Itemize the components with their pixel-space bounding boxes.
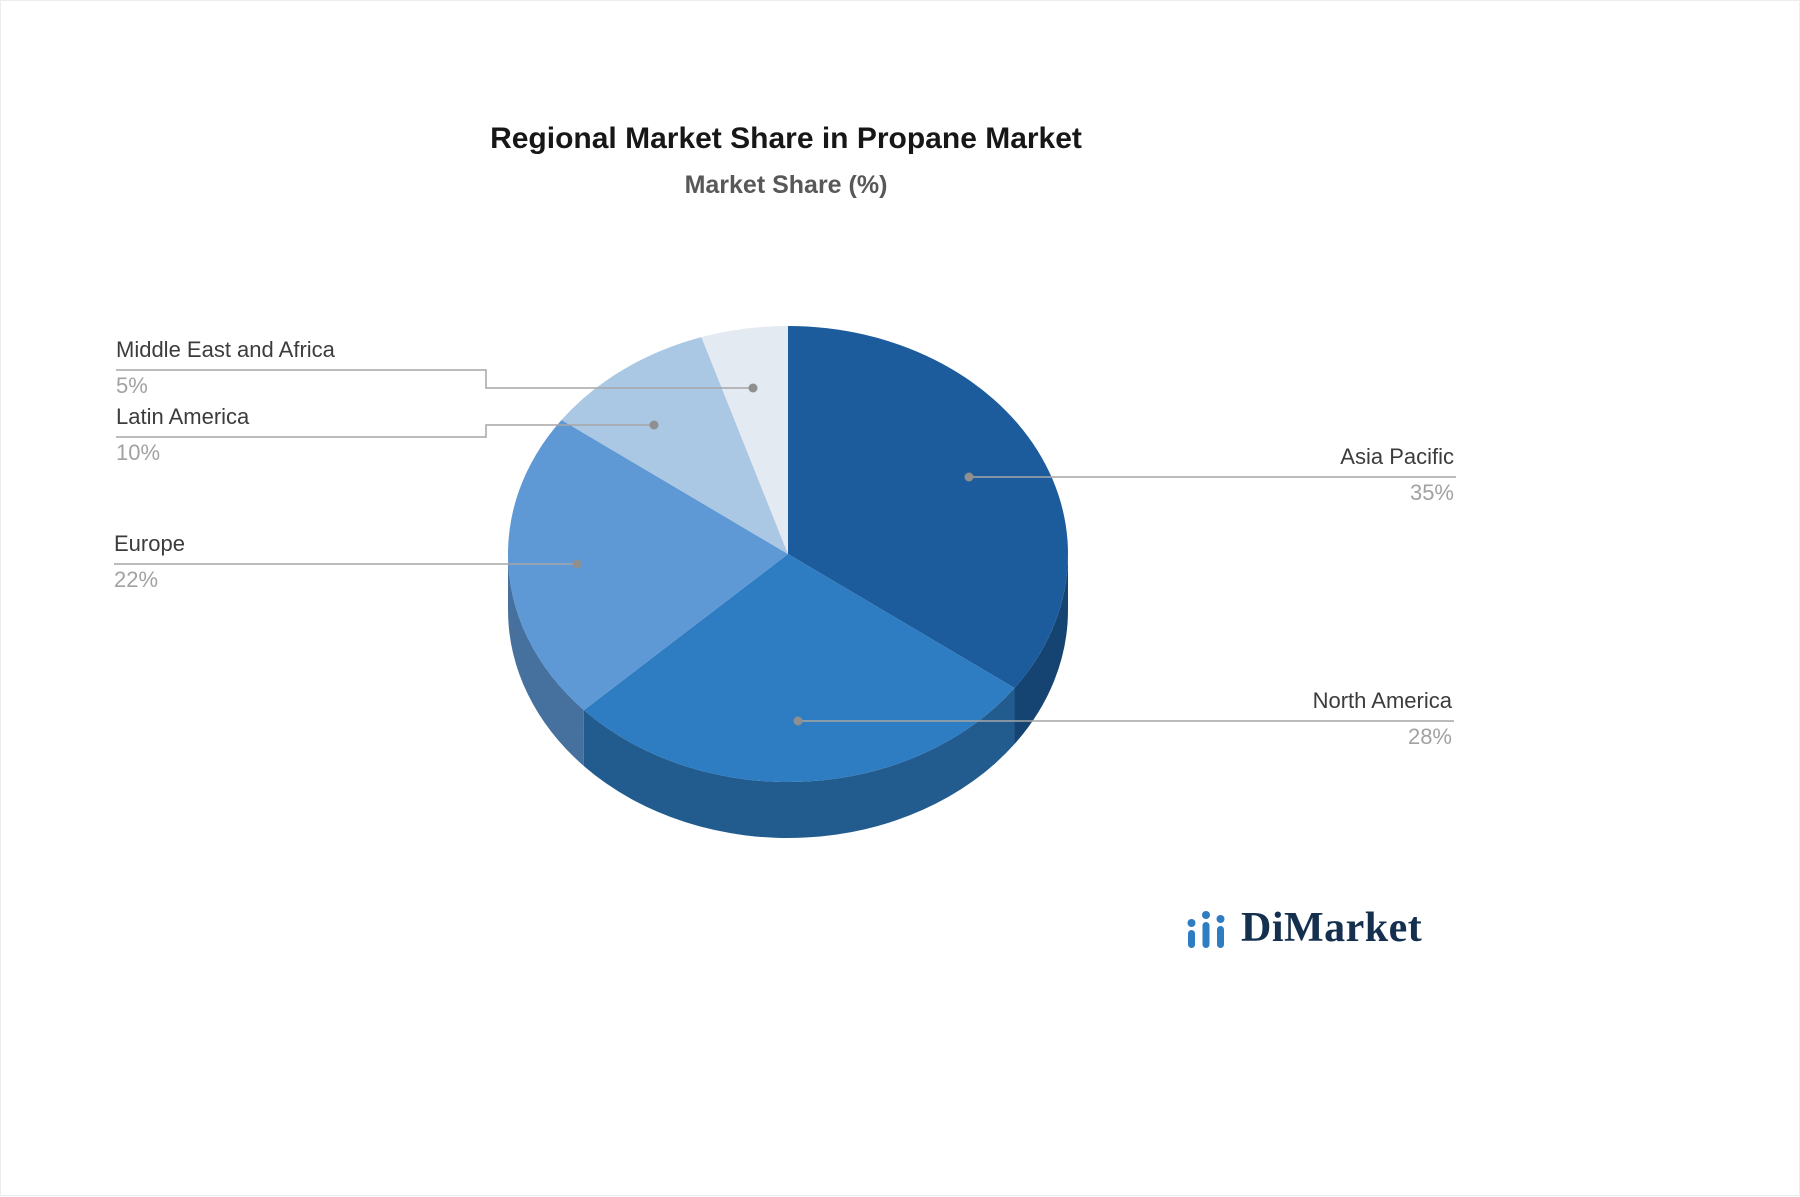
leader-dot-middle-east-and-africa (748, 383, 758, 393)
brand-logo: DiMarket (1184, 904, 1422, 952)
pie-slice-latin-america[interactable] (561, 337, 788, 554)
pie-slice-north-america[interactable] (583, 554, 1015, 783)
slice-label-text: Middle East and Africa (116, 337, 335, 362)
pie-slice-asia-pacific[interactable] (788, 326, 1068, 689)
slice-label-europe: Europe 22% (114, 531, 185, 593)
slice-value-text: 28% (1407, 724, 1452, 749)
slice-label-middle-east-and-africa: Middle East and Africa 5% (116, 337, 335, 399)
pie-slice-middle-east-and-africa[interactable] (701, 326, 788, 554)
slice-label-text: Latin America (116, 404, 250, 429)
slice-label-asia-pacific: Asia Pacific 35% (1340, 444, 1454, 506)
slice-label-text: Asia Pacific (1340, 444, 1454, 469)
chart-subtitle: Market Share (%) (684, 171, 888, 199)
pie-slice-europe[interactable] (508, 419, 788, 711)
slice-label-text: North America (1312, 688, 1452, 713)
slice-value-text: 22% (114, 567, 159, 592)
leader-dot-latin-america (649, 420, 659, 430)
pie-slice-side-asia-pacific (1014, 554, 1068, 745)
leader-dot-asia-pacific (964, 472, 974, 482)
leader-line-middle-east-and-africa (116, 369, 749, 389)
slice-value-text: 35% (1409, 480, 1454, 505)
pie-slice-side-north-america (583, 688, 1015, 839)
slice-value-text: 5% (116, 373, 148, 398)
leader-dot-europe (572, 559, 582, 569)
leader-dot-north-america (793, 716, 803, 726)
brand-logo-text: DiMarket (1241, 905, 1423, 951)
slice-value-text: 10% (116, 440, 161, 465)
slice-label-text: Europe (114, 531, 185, 556)
slice-label-north-america: North America 28% (1313, 688, 1452, 750)
pie-slice-side-europe (508, 554, 584, 767)
slice-label-latin-america: Latin America 10% (116, 404, 249, 466)
chart-title: Regional Market Share in Propane Market (490, 122, 1082, 155)
bar-chart-icon (1187, 911, 1225, 948)
leader-line-latin-america (116, 424, 650, 438)
